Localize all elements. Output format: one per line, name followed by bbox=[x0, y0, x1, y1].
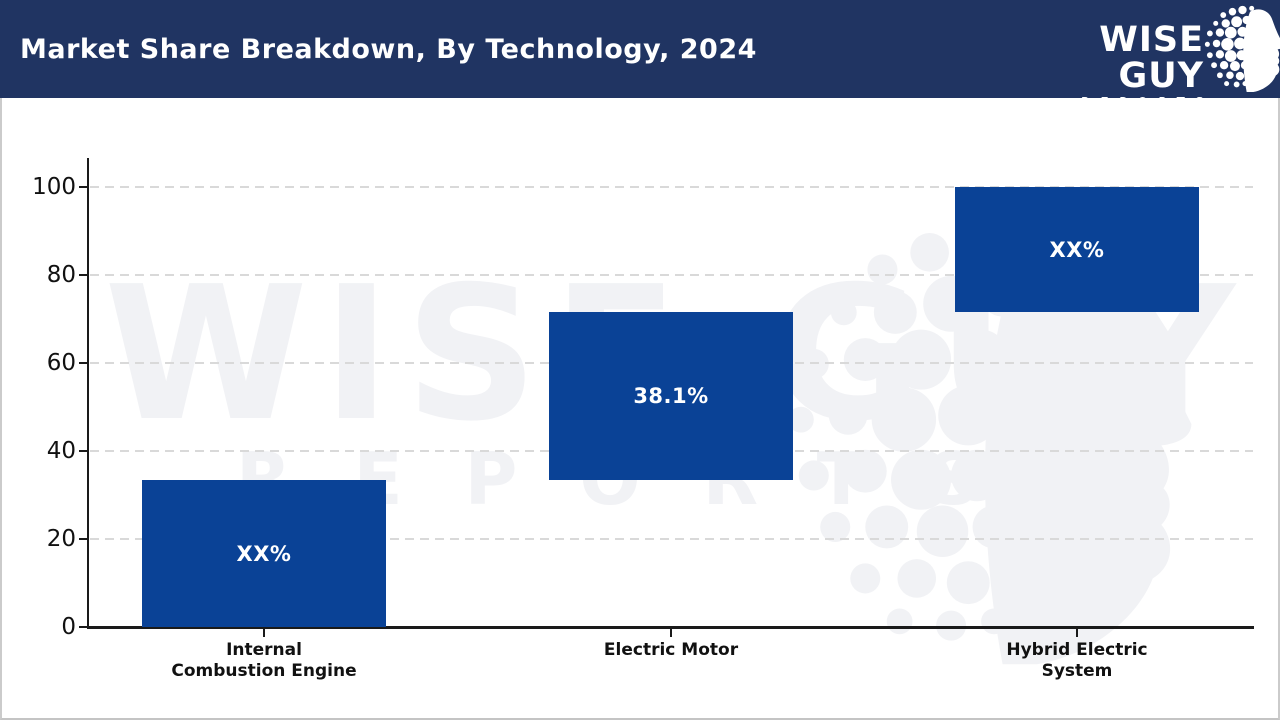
y-tick-mark-100 bbox=[79, 186, 87, 188]
x-tick-mark-1 bbox=[263, 629, 265, 637]
y-tick-mark-0 bbox=[79, 626, 87, 628]
wiseguy-logo: WISE GUY REPORTS bbox=[1022, 0, 1272, 111]
x-axis-label-line: System bbox=[1041, 661, 1113, 681]
logo-wordmark: WISE GUY bbox=[1099, 20, 1204, 96]
x-axis-label-line: Internal bbox=[226, 640, 302, 660]
y-axis-line bbox=[87, 158, 89, 629]
x-axis-label-line: Combustion Engine bbox=[171, 661, 357, 681]
gridline-80 bbox=[90, 274, 1253, 276]
x-axis-label-line: Hybrid Electric bbox=[1006, 640, 1148, 660]
y-tick-label-0: 0 bbox=[61, 614, 76, 640]
logo-subtitle: REPORTS bbox=[1080, 96, 1214, 111]
y-tick-mark-60 bbox=[79, 362, 87, 364]
y-tick-label-100: 100 bbox=[32, 174, 76, 200]
y-tick-label-60: 60 bbox=[46, 350, 76, 376]
bar-3: XX% bbox=[955, 187, 1199, 313]
bar-label-3: XX% bbox=[1049, 237, 1105, 262]
x-axis-label-3: Hybrid Electric System bbox=[917, 640, 1237, 682]
gridline-100 bbox=[90, 186, 1253, 188]
page-title: Market Share Breakdown, By Technology, 2… bbox=[20, 33, 757, 65]
bar-label-1: XX% bbox=[236, 541, 292, 566]
y-tick-mark-80 bbox=[79, 274, 87, 276]
x-tick-mark-3 bbox=[1076, 629, 1078, 637]
x-tick-mark-2 bbox=[670, 629, 672, 637]
y-tick-mark-20 bbox=[79, 538, 87, 540]
bar-2: 38.1% bbox=[549, 312, 793, 481]
y-tick-mark-40 bbox=[79, 450, 87, 452]
x-axis-line bbox=[87, 626, 1254, 629]
gridline-20 bbox=[90, 538, 1253, 540]
logo-text: WISE GUY REPORTS bbox=[1022, 22, 1204, 112]
y-tick-label-20: 20 bbox=[46, 526, 76, 552]
bar-1: XX% bbox=[142, 480, 386, 627]
x-axis-label-line: Electric Motor bbox=[603, 640, 739, 660]
y-tick-label-80: 80 bbox=[46, 262, 76, 288]
x-axis-label-2: Electric Motor bbox=[511, 640, 831, 661]
x-axis-label-1: Internal Combustion Engine bbox=[104, 640, 424, 682]
header-bar: Market Share Breakdown, By Technology, 2… bbox=[0, 0, 1280, 111]
bar-label-2: 38.1% bbox=[633, 384, 709, 409]
y-tick-label-40: 40 bbox=[46, 438, 76, 464]
